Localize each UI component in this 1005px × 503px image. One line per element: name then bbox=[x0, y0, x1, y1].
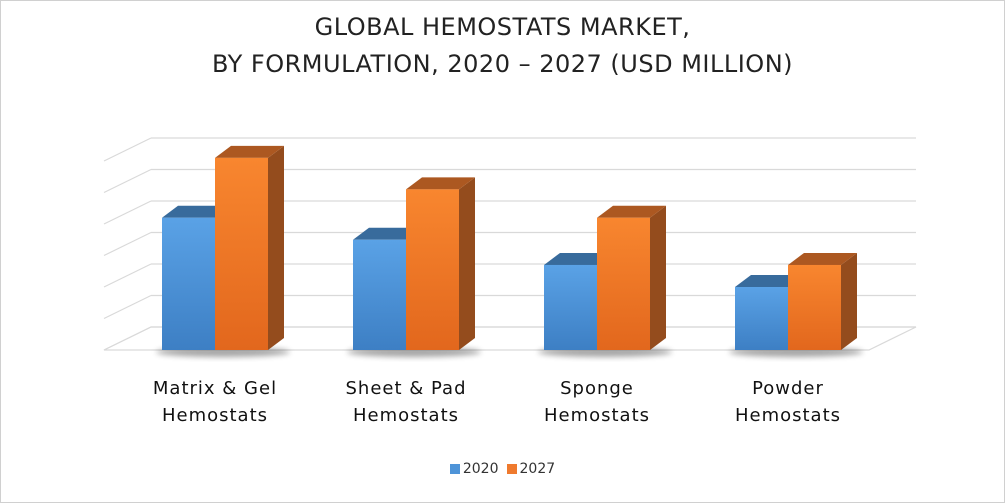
bar-front bbox=[597, 217, 650, 350]
bar-top bbox=[544, 252, 613, 265]
gridline-side bbox=[103, 137, 152, 162]
category-label-line: Sheet & Pad bbox=[345, 378, 467, 399]
category-label: Sponge Hemostats bbox=[497, 375, 697, 429]
gridline-side bbox=[103, 263, 152, 288]
legend-item: 2020 bbox=[449, 461, 499, 477]
legend-swatch bbox=[506, 464, 517, 474]
category-label-line: Hemostats bbox=[734, 405, 842, 426]
bar-front bbox=[544, 264, 597, 350]
chart-title-line-2: BY FORMULATION, 2020 – 2027 (USD MILLION… bbox=[211, 50, 794, 78]
bar-front bbox=[215, 157, 268, 350]
category-label-line: Hemostats bbox=[352, 405, 460, 426]
category-label-line: Matrix & Gel bbox=[152, 378, 278, 399]
gridline-side bbox=[103, 231, 152, 257]
legend-item: 2027 bbox=[506, 461, 556, 477]
gridline-side bbox=[103, 168, 152, 194]
bar-top bbox=[788, 252, 857, 265]
bar-side bbox=[841, 252, 857, 350]
bar-top bbox=[406, 177, 475, 190]
bars bbox=[156, 145, 863, 357]
legend-label: 2027 bbox=[519, 461, 556, 477]
bar bbox=[597, 205, 666, 350]
bar-top bbox=[162, 205, 231, 218]
category-label-line: Hemostats bbox=[161, 405, 269, 426]
bar-front bbox=[406, 189, 459, 350]
bar bbox=[215, 145, 284, 350]
bar bbox=[406, 177, 475, 350]
bar-side bbox=[268, 145, 284, 350]
bar-front bbox=[162, 217, 215, 350]
bar bbox=[788, 252, 857, 350]
bar-front bbox=[353, 239, 406, 350]
category-label-line: Hemostats bbox=[543, 405, 651, 426]
bar-front bbox=[735, 287, 788, 350]
bar-top bbox=[215, 145, 284, 158]
gridline-side bbox=[103, 294, 152, 320]
category-label-line: Powder bbox=[752, 378, 824, 399]
chart-title-line-1: GLOBAL HEMOSTATS MARKET, bbox=[314, 13, 691, 41]
category-label: Powder Hemostats bbox=[688, 375, 888, 429]
category-label: Sheet & Pad Hemostats bbox=[306, 375, 506, 429]
bar-side bbox=[459, 177, 475, 350]
bar-top bbox=[353, 227, 422, 240]
bar-side bbox=[650, 205, 666, 350]
bar-top bbox=[735, 275, 804, 287]
category-label: Matrix & Gel Hemostats bbox=[115, 375, 315, 429]
legend-swatch bbox=[449, 464, 460, 474]
chart-title: GLOBAL HEMOSTATS MARKET, BY FORMULATION,… bbox=[1, 9, 1004, 83]
category-label-line: Sponge bbox=[560, 378, 634, 399]
legend-label: 2020 bbox=[462, 461, 499, 477]
legend: 2020 2027 bbox=[1, 461, 1004, 477]
bar-top bbox=[597, 205, 666, 218]
gridline-side bbox=[103, 200, 152, 225]
bar-front bbox=[788, 264, 841, 350]
